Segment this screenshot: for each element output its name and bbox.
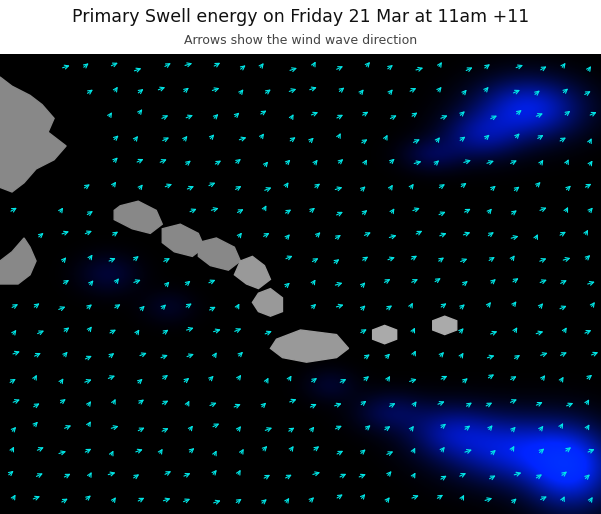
Text: Primary Swell energy on Friday 21 Mar at 11am +11: Primary Swell energy on Friday 21 Mar at… (72, 8, 529, 26)
Polygon shape (114, 201, 162, 233)
Polygon shape (252, 288, 282, 316)
Polygon shape (198, 238, 240, 270)
Polygon shape (270, 330, 349, 362)
Polygon shape (373, 325, 397, 344)
Polygon shape (162, 224, 204, 256)
Polygon shape (234, 256, 270, 288)
Text: Arrows show the wind wave direction: Arrows show the wind wave direction (184, 34, 417, 47)
Polygon shape (433, 316, 457, 335)
Polygon shape (0, 238, 36, 284)
Polygon shape (0, 77, 66, 192)
